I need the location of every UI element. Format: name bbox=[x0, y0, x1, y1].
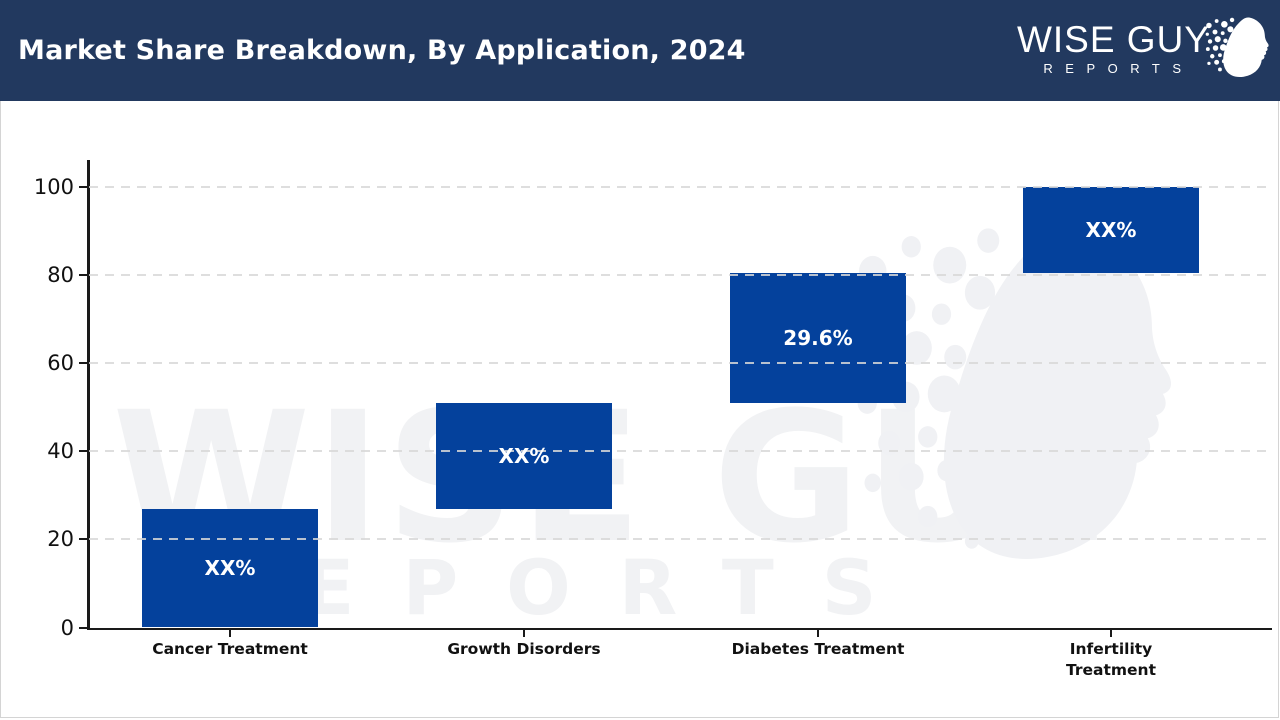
x-tick bbox=[523, 629, 525, 637]
bar bbox=[1023, 187, 1199, 273]
x-tick bbox=[229, 629, 231, 637]
gridline-40 bbox=[89, 450, 1272, 453]
y-tick bbox=[79, 450, 87, 453]
gridline-80 bbox=[89, 274, 1272, 277]
logo-face-icon bbox=[1205, 17, 1269, 78]
x-axis-line bbox=[87, 627, 1272, 630]
y-tick bbox=[79, 274, 87, 277]
x-tick-label: Growth Disorders bbox=[447, 640, 601, 658]
y-axis-line bbox=[87, 160, 90, 630]
gridline-20 bbox=[89, 538, 1272, 541]
y-tick-label: 80 bbox=[47, 263, 74, 288]
gridline-100 bbox=[89, 185, 1272, 188]
y-tick-label: 20 bbox=[47, 527, 74, 552]
bar-value-label: XX% bbox=[1085, 218, 1137, 243]
logo-wordmark: WISE GUY bbox=[1016, 19, 1210, 60]
logo-text: WISE GUY REPORTS bbox=[1017, 21, 1210, 75]
y-tick-label: 100 bbox=[33, 174, 74, 199]
wise-guy-logo: WISE GUY REPORTS bbox=[1017, 10, 1270, 86]
x-tick-label: Infertility Treatment bbox=[1065, 640, 1156, 680]
chart-title: Market Share Breakdown, By Application, … bbox=[18, 35, 746, 66]
logo-subtext: REPORTS bbox=[1043, 61, 1194, 76]
bar bbox=[730, 272, 906, 404]
bar-value-label: XX% bbox=[204, 556, 256, 581]
bar-value-label: 29.6% bbox=[783, 326, 853, 351]
y-tick bbox=[79, 538, 87, 541]
y-tick bbox=[79, 185, 87, 188]
y-tick-label: 0 bbox=[60, 615, 74, 640]
x-tick-label: Diabetes Treatment bbox=[731, 640, 905, 658]
x-tick bbox=[817, 629, 819, 637]
header: Market Share Breakdown, By Application, … bbox=[0, 0, 1280, 101]
bar-value-label: XX% bbox=[498, 443, 550, 468]
bar bbox=[436, 403, 612, 509]
y-tick bbox=[79, 626, 87, 629]
y-tick-label: 60 bbox=[47, 351, 74, 376]
plot-area: WISE GUY REPORTS 0 20 40 60 80 100 XX% XX% 29.6%… bbox=[0, 101, 1280, 720]
x-tick-label: Cancer Treatment bbox=[152, 640, 308, 658]
y-tick bbox=[79, 362, 87, 365]
gridline-60 bbox=[89, 362, 1272, 365]
x-tick bbox=[1110, 629, 1112, 637]
y-tick-label: 40 bbox=[47, 439, 74, 464]
bar bbox=[142, 508, 318, 628]
